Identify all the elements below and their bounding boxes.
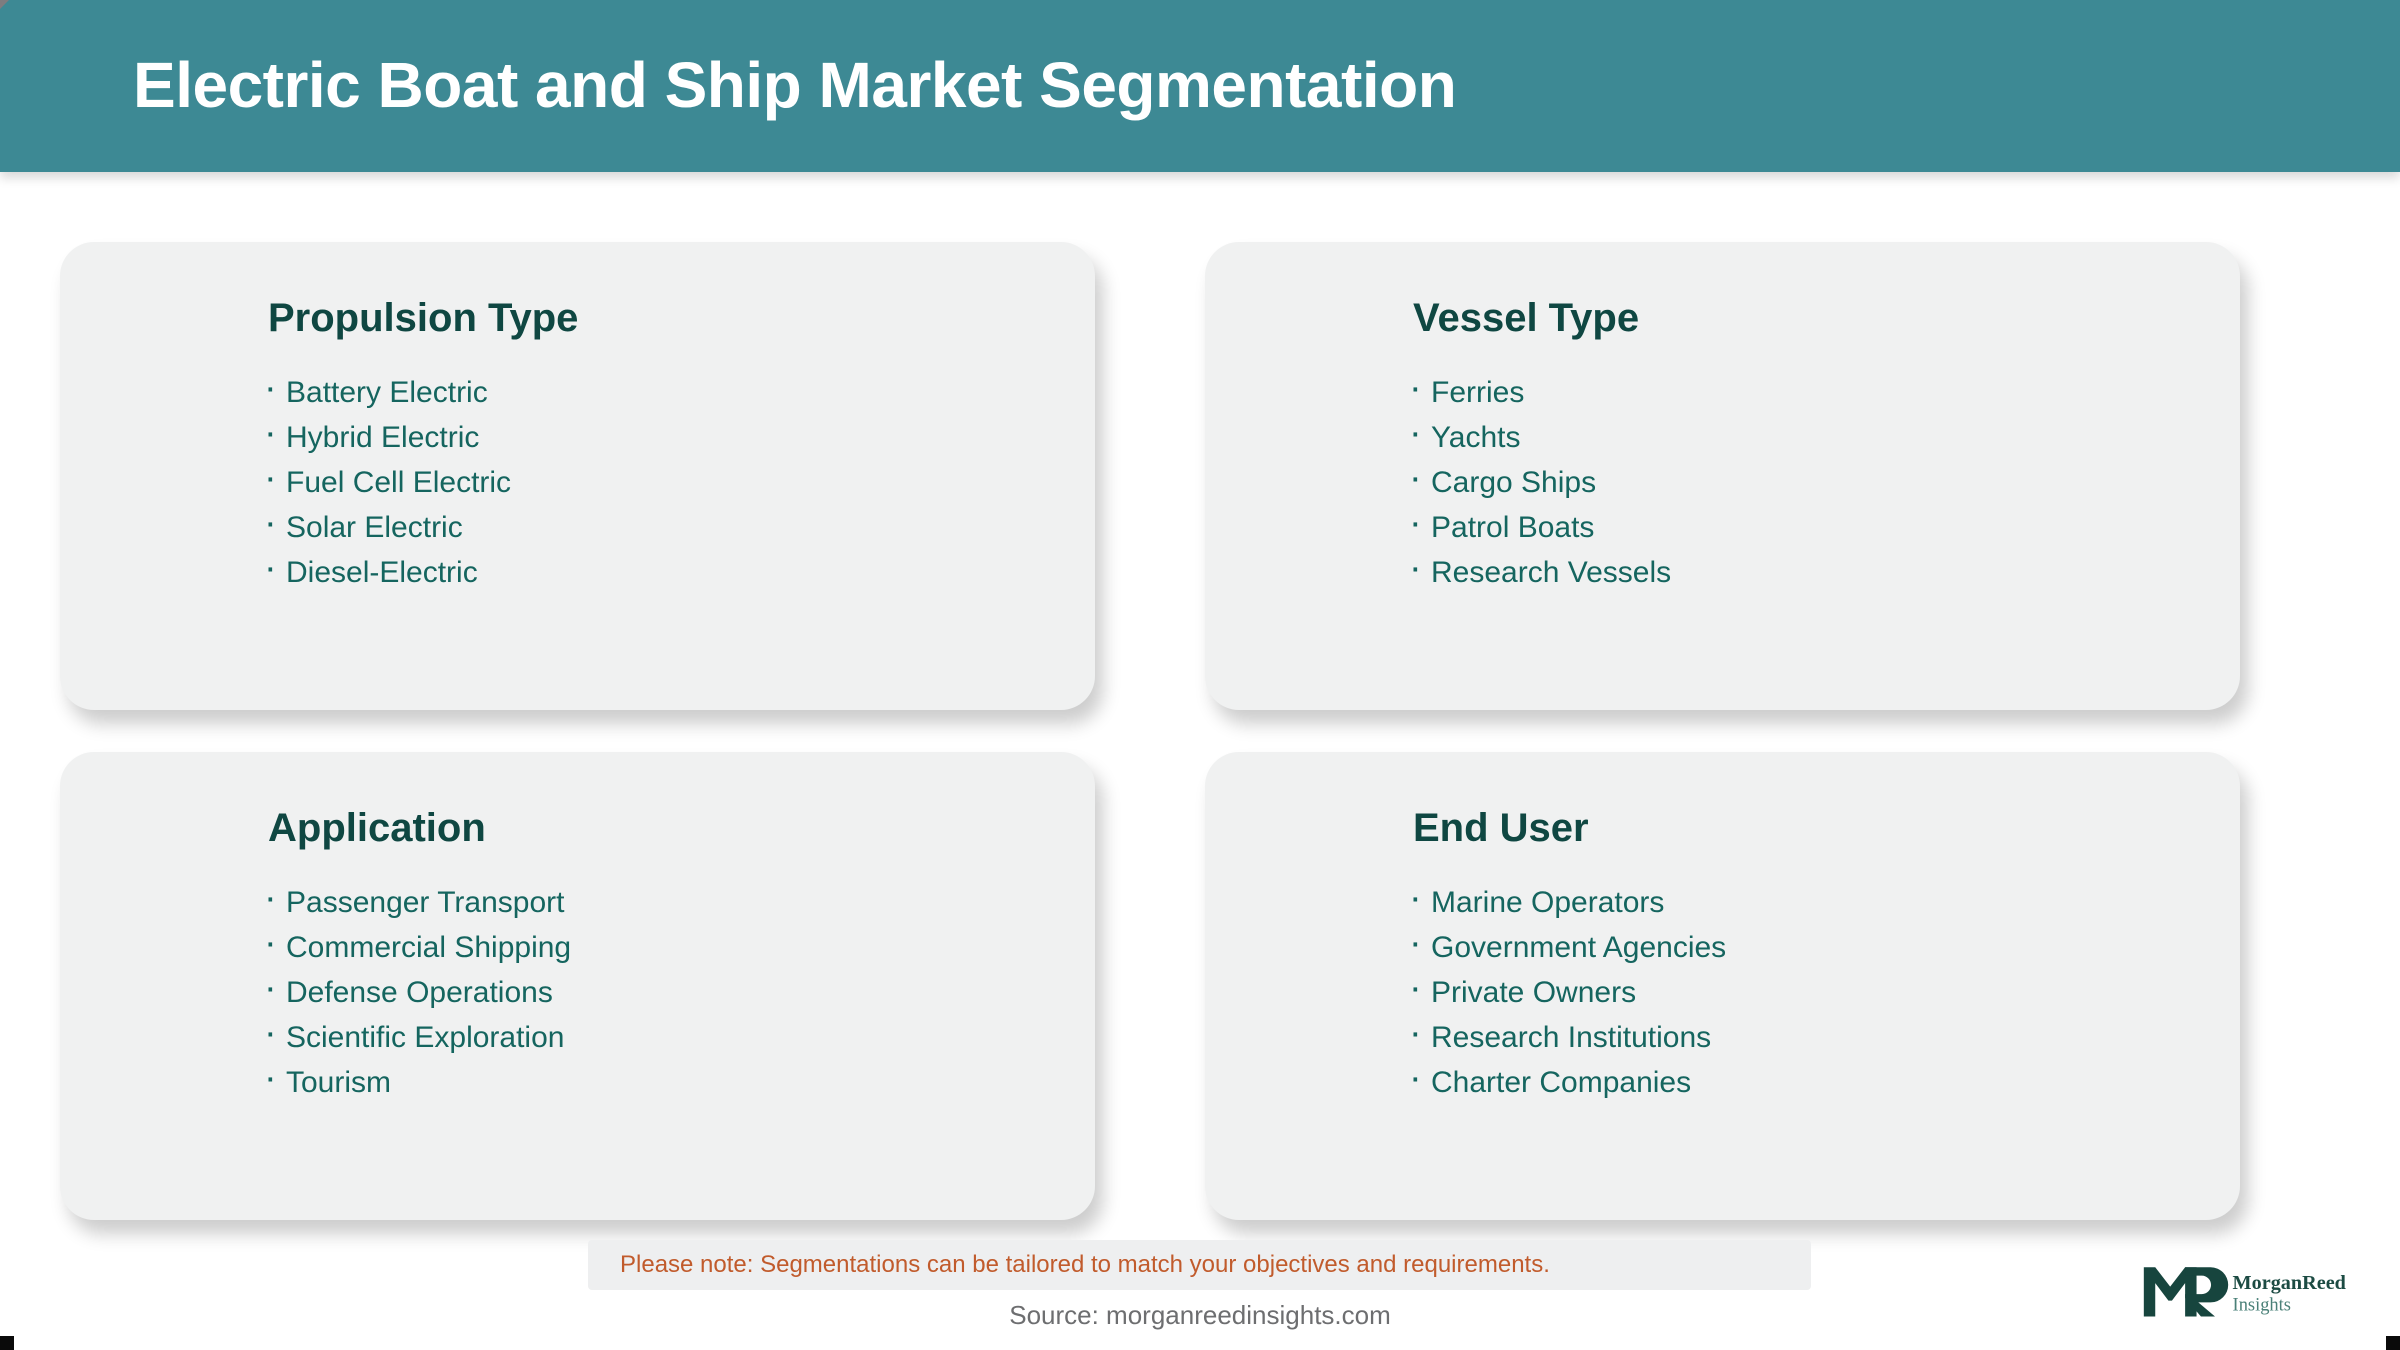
svg-text:MorganReed: MorganReed	[2233, 1272, 2347, 1294]
svg-text:Insights: Insights	[2233, 1294, 2291, 1314]
